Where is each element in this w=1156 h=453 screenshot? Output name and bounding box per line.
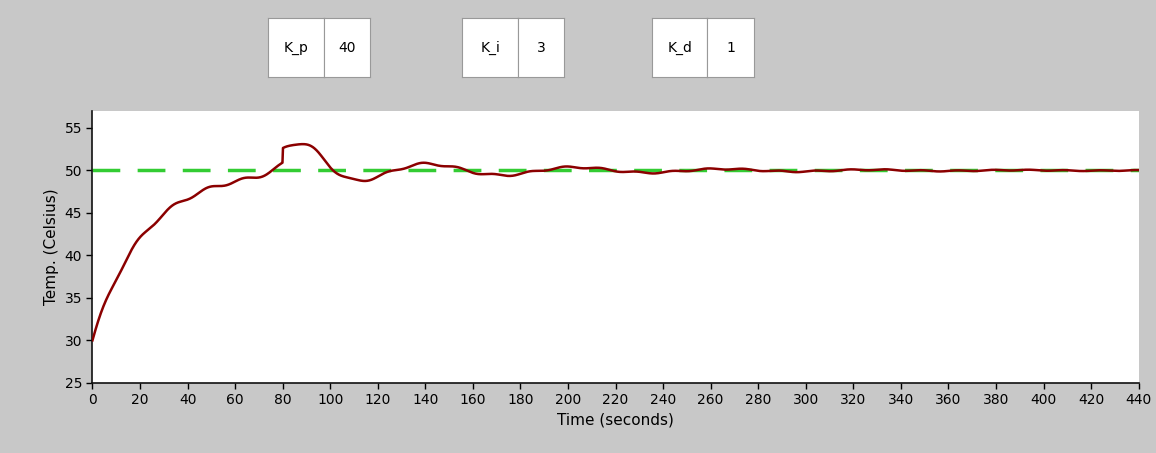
Text: 3: 3 bbox=[536, 41, 546, 54]
Text: 40: 40 bbox=[338, 41, 356, 54]
Text: 1: 1 bbox=[726, 41, 735, 54]
Text: K_i: K_i bbox=[480, 40, 501, 55]
Y-axis label: Temp. (Celsius): Temp. (Celsius) bbox=[44, 188, 59, 305]
Text: K_d: K_d bbox=[667, 40, 692, 55]
X-axis label: Time (seconds): Time (seconds) bbox=[557, 413, 674, 428]
Text: K_p: K_p bbox=[283, 41, 309, 54]
